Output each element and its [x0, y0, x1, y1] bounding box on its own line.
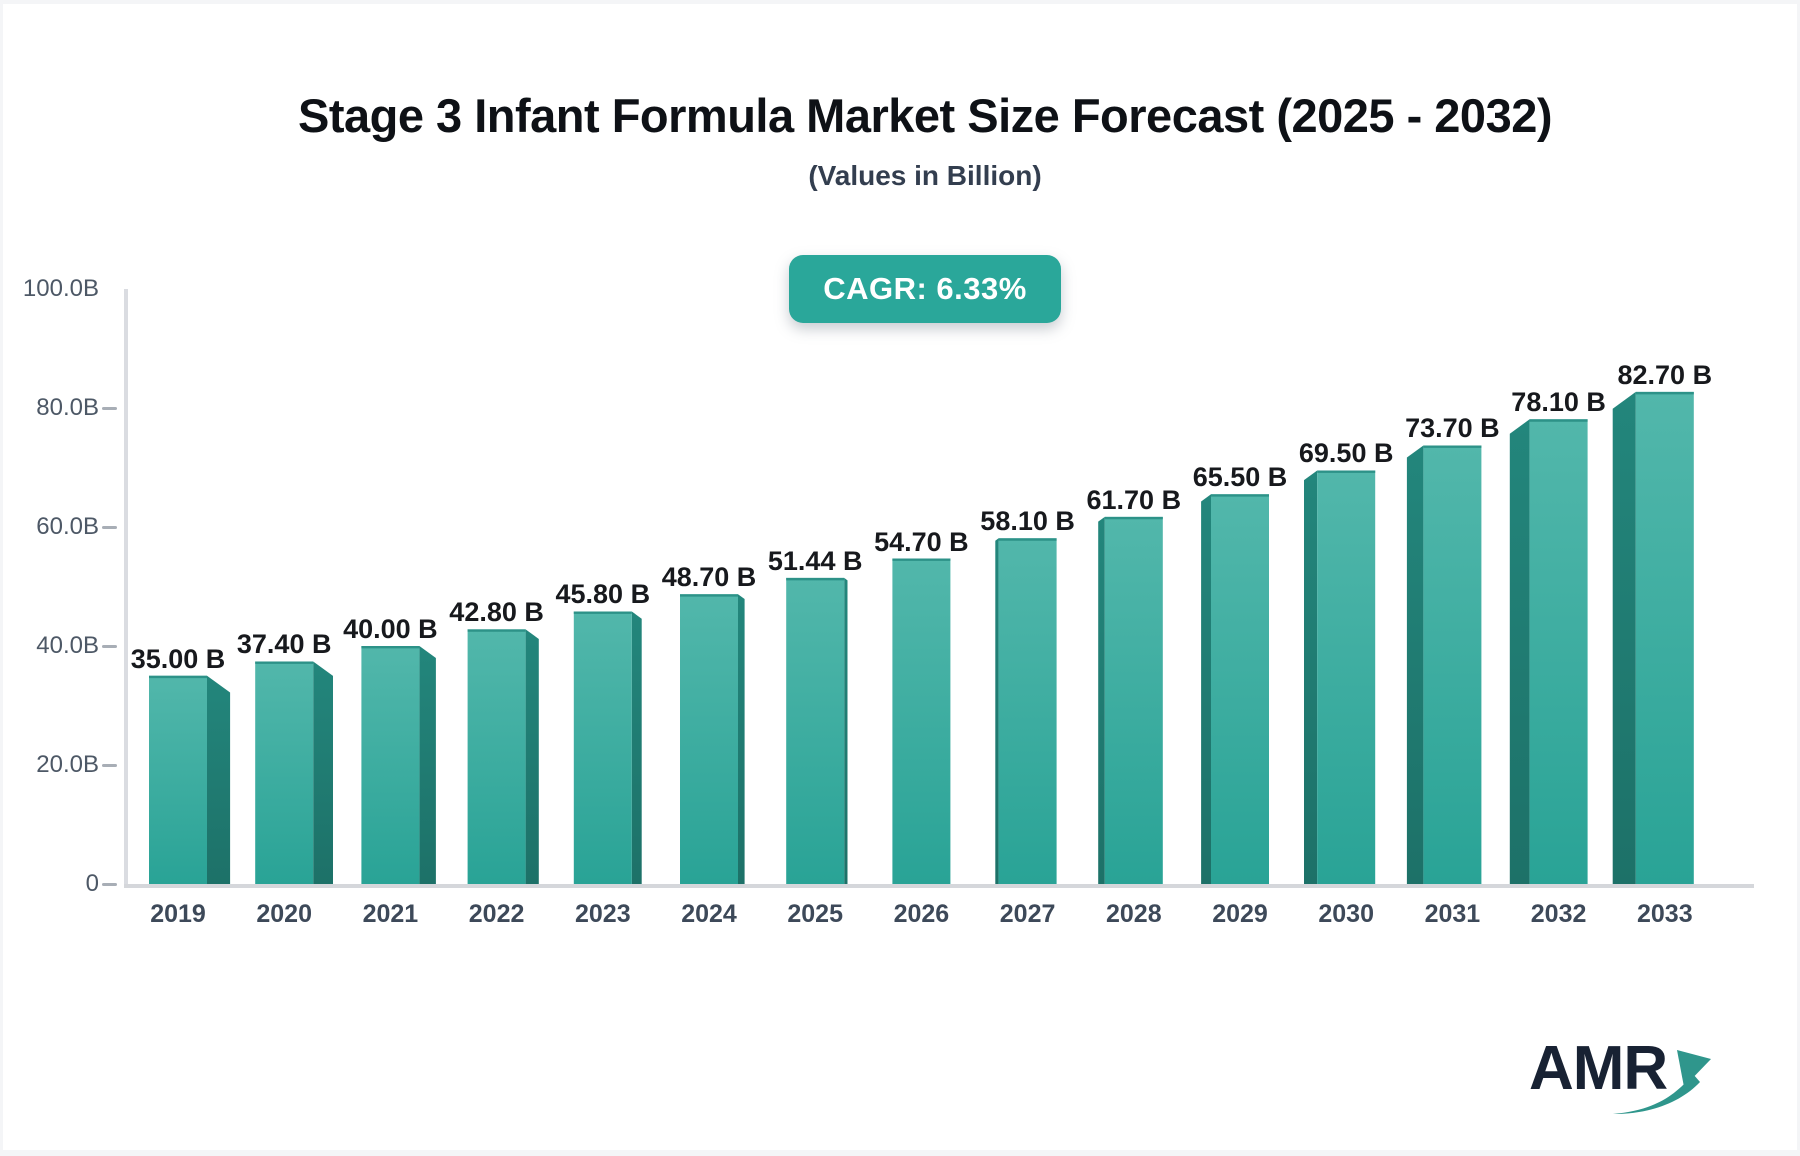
bar-front-face [573, 611, 632, 884]
x-axis-label: 2025 [787, 900, 843, 928]
x-axis-label: 2031 [1424, 900, 1481, 928]
bar-side-face [1406, 445, 1424, 884]
bar-2032 [1509, 419, 1588, 884]
bar-value-label: 58.10 B [980, 506, 1075, 537]
x-axis-label: 2027 [999, 900, 1056, 928]
bar-2022 [467, 629, 539, 884]
bar-front-face [1423, 445, 1482, 884]
x-axis-label: 2022 [468, 900, 525, 928]
bar-value-label: 40.00 B [343, 614, 438, 644]
y-axis-tick [102, 406, 117, 410]
bar-value-label: 35.00 B [130, 643, 226, 674]
y-axis-label: 80.0B [36, 394, 99, 421]
y-axis-label: 40.0B [36, 632, 99, 659]
y-axis-tick [102, 525, 117, 529]
bar-value-label: 37.40 B [236, 629, 332, 660]
bar-side-face [844, 577, 848, 884]
bar-side-face [995, 538, 999, 884]
amr-logo: AMR [1529, 1036, 1729, 1116]
bar-front-face [1635, 391, 1694, 884]
x-axis-label: 2032 [1530, 900, 1587, 928]
bar-front-face [467, 629, 526, 884]
bar-value-label: 54.70 B [874, 526, 969, 557]
bar-front-face [1104, 516, 1163, 884]
x-axis-label: 2026 [893, 900, 950, 928]
bar-value-label: 73.70 B [1405, 413, 1500, 444]
bar-value-label: 65.50 B [1192, 462, 1288, 493]
bar-2029 [1201, 494, 1269, 884]
bar-2023 [573, 611, 642, 884]
bar-side-face [631, 611, 642, 884]
x-axis-label: 2020 [256, 900, 312, 928]
bar-front-face [149, 675, 207, 884]
y-axis-label: 60.0B [36, 513, 99, 540]
bar-side-face [1612, 391, 1636, 884]
x-axis-label: 2030 [1318, 900, 1374, 928]
bar-value-label: 48.70 B [661, 562, 757, 593]
bar-2021 [361, 646, 436, 884]
bar-front-face [680, 594, 738, 884]
bar-front-face [1529, 419, 1588, 884]
bar-side-face [1304, 470, 1318, 884]
cagr-badge: CAGR: 6.33% [789, 255, 1061, 323]
bar-front-face [255, 661, 314, 884]
x-axis-label: 2029 [1212, 900, 1268, 928]
x-axis-label: 2021 [362, 900, 419, 928]
bar-side-face [1098, 516, 1105, 884]
y-axis-tick [102, 763, 117, 767]
amr-logo-text: AMR [1529, 1034, 1668, 1103]
bar-side-face [1509, 419, 1530, 884]
bar-value-label: 61.70 B [1086, 484, 1182, 515]
chart-title: Stage 3 Infant Formula Market Size Forec… [297, 89, 1553, 142]
y-axis-label: 100.0B [22, 275, 99, 302]
bar-value-label: 82.70 B [1617, 359, 1713, 390]
x-axis-label: 2023 [574, 900, 631, 928]
bar-2031 [1406, 445, 1482, 884]
bar-front-face [998, 538, 1057, 884]
bar-2033 [1612, 391, 1694, 884]
bar-side-face [419, 646, 436, 884]
bar-value-label: 45.80 B [555, 579, 651, 610]
bar-front-face [1211, 494, 1269, 884]
y-axis-label: 0 [85, 870, 99, 897]
bar-side-face [313, 661, 333, 884]
bar-front-face [786, 577, 845, 884]
bar-front-face [361, 646, 420, 884]
x-axis-label: 2019 [150, 900, 206, 928]
bar-2026 [892, 558, 951, 884]
bar-2025 [786, 577, 848, 884]
bar-2027 [995, 538, 1057, 884]
bar-2024 [680, 594, 745, 884]
bar-2030 [1304, 470, 1376, 884]
bar-front-face [892, 558, 951, 884]
bar-value-label: 78.10 B [1511, 387, 1606, 418]
x-axis-baseline [124, 884, 1754, 888]
growth-arrow-icon [1613, 1050, 1711, 1114]
bar-2020 [255, 661, 333, 884]
bar-value-label: 69.50 B [1298, 438, 1394, 469]
bar-value-label: 42.80 B [449, 597, 544, 628]
x-axis-label: 2028 [1105, 900, 1162, 928]
y-axis-label: 20.0B [36, 751, 99, 778]
bar-2028 [1098, 516, 1163, 884]
y-axis-tick [102, 644, 117, 648]
chart-subtitle: (Values in Billion) [808, 160, 1042, 191]
x-axis-label: 2033 [1636, 900, 1693, 928]
bar-side-face [207, 675, 231, 884]
bar-value-label: 51.44 B [767, 545, 863, 576]
chart-canvas: Stage 3 Infant Formula Market Size Forec… [3, 4, 1797, 1150]
y-axis-line [124, 289, 128, 884]
y-axis-tick [102, 882, 117, 886]
bar-side-face [1201, 494, 1211, 884]
x-axis-label: 2024 [681, 900, 737, 928]
bar-side-face [738, 594, 745, 884]
bar-side-face [525, 629, 539, 884]
bar-2019 [149, 675, 231, 884]
bar-front-face [1317, 470, 1376, 884]
